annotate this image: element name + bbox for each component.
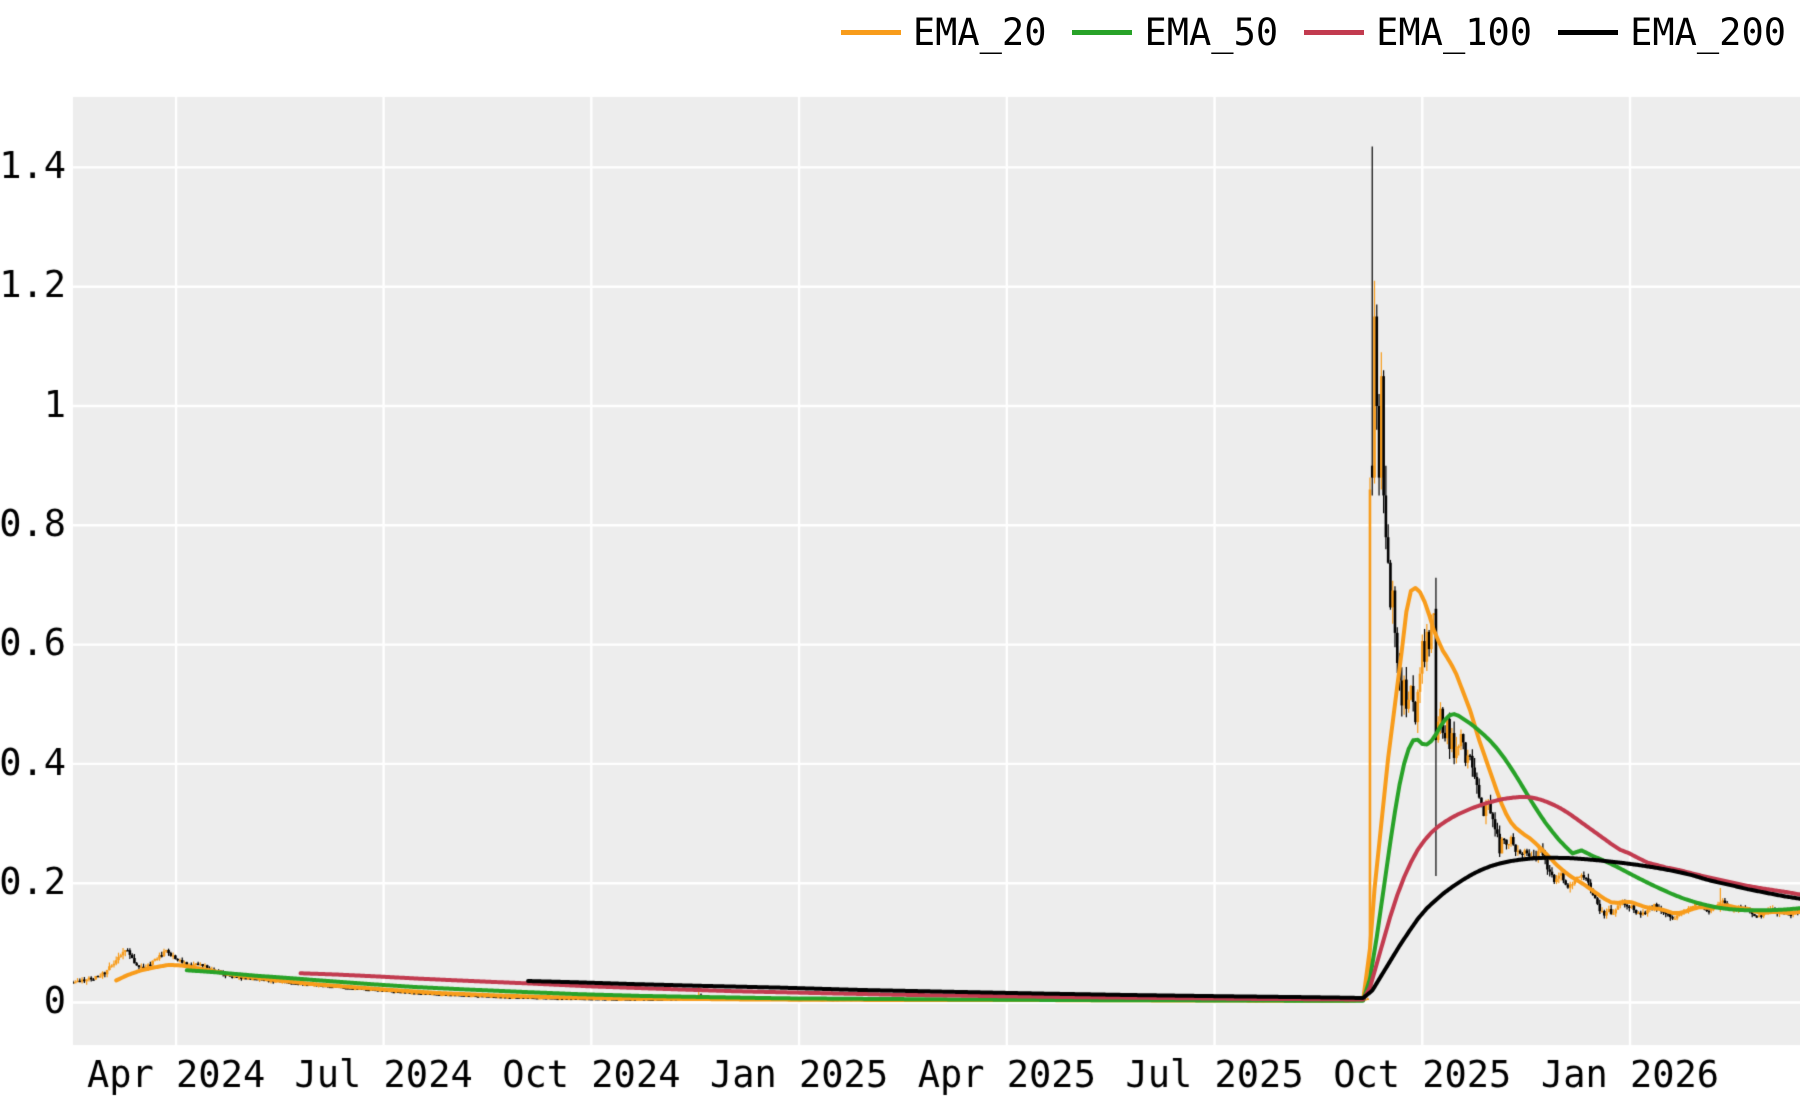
legend-item-ema-200: EMA_200 bbox=[1558, 11, 1786, 54]
legend-label: EMA_100 bbox=[1376, 11, 1533, 54]
chart-legend: EMA_20 EMA_50 EMA_100 EMA_200 bbox=[840, 11, 1786, 54]
legend-swatch-ema-200 bbox=[1558, 30, 1619, 35]
legend-swatch-ema-100 bbox=[1304, 30, 1365, 35]
legend-item-ema-50: EMA_50 bbox=[1072, 11, 1278, 54]
legend-swatch-ema-20 bbox=[840, 30, 901, 35]
legend-swatch-ema-50 bbox=[1072, 30, 1133, 35]
legend-item-ema-20: EMA_20 bbox=[840, 11, 1047, 54]
legend-label: EMA_200 bbox=[1630, 11, 1786, 54]
legend-label: EMA_50 bbox=[1144, 11, 1279, 54]
legend-item-ema-100: EMA_100 bbox=[1304, 11, 1532, 54]
legend-label: EMA_20 bbox=[912, 11, 1047, 54]
